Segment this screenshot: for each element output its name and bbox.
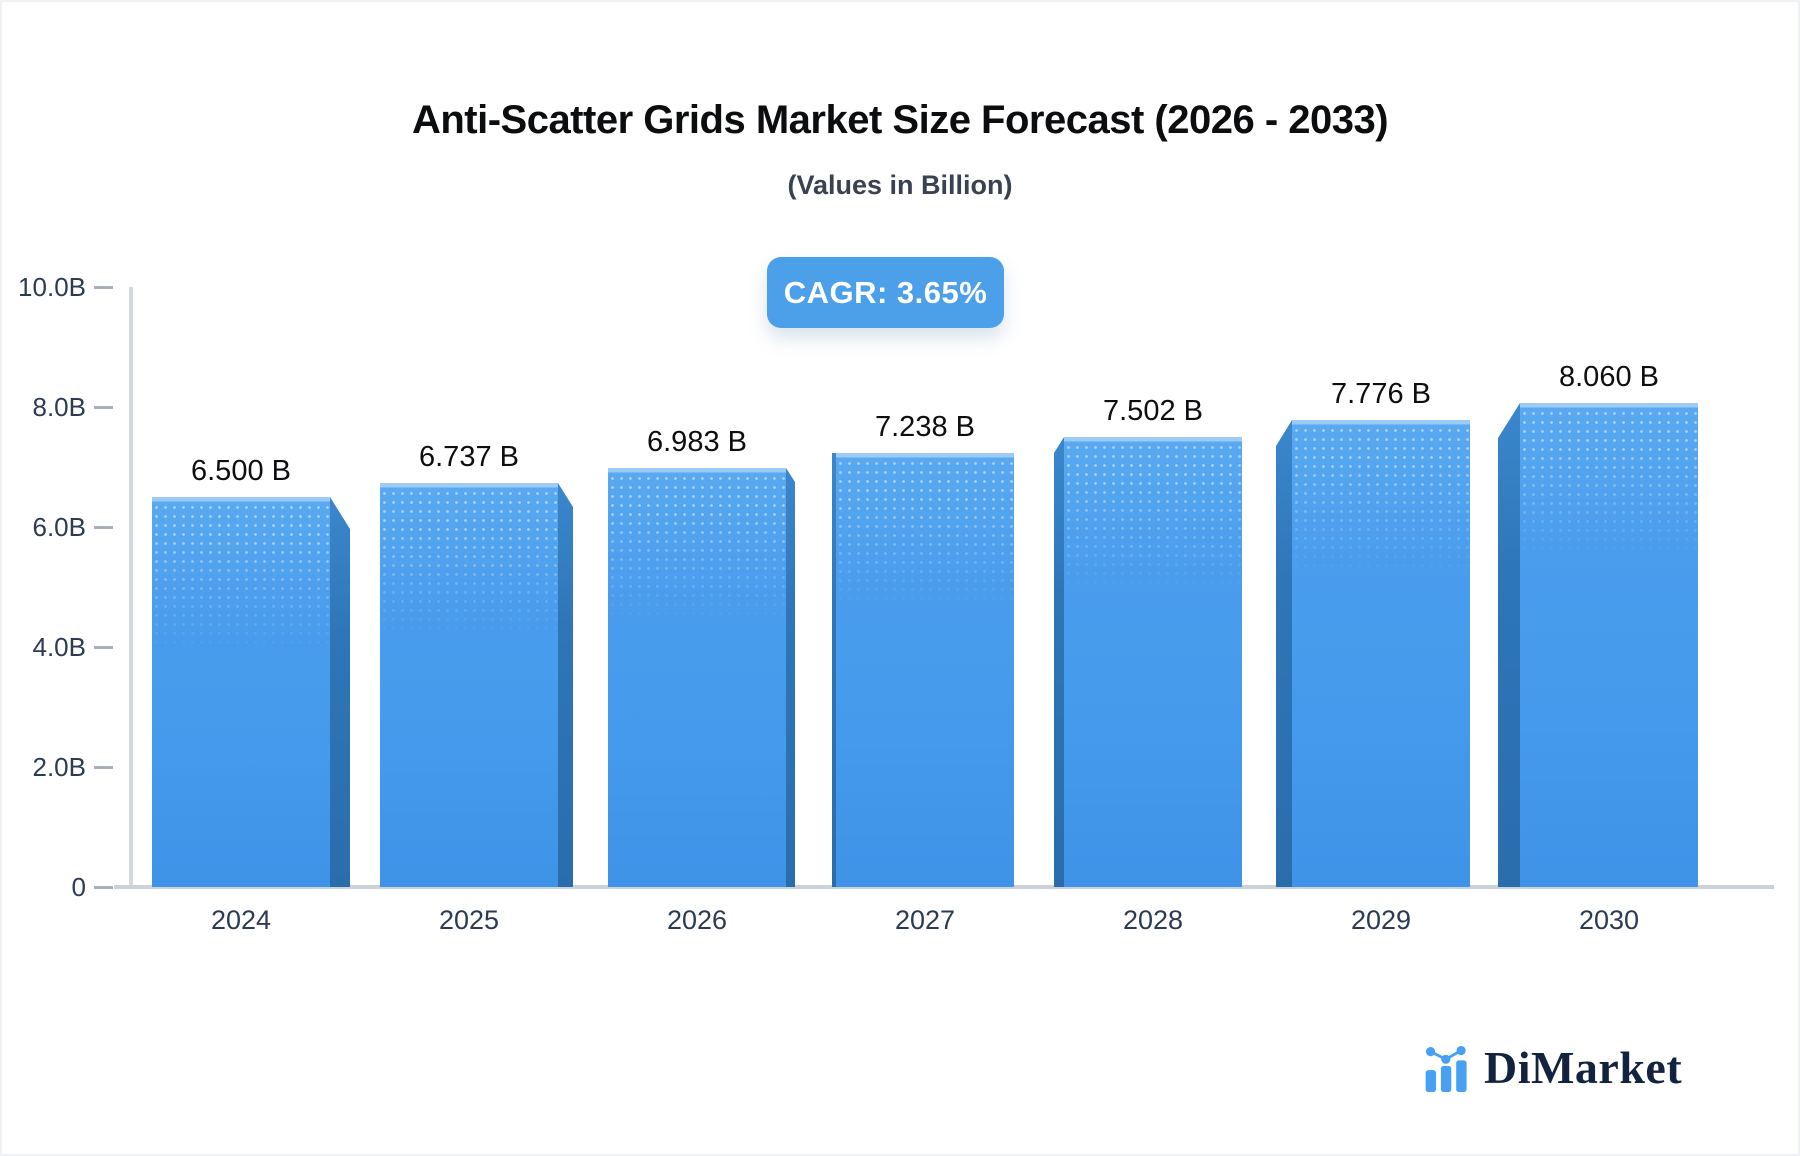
cagr-badge: CAGR: 3.65% <box>767 257 1004 328</box>
bar-group: 6.500 B <box>152 455 350 887</box>
bar-side-3d <box>330 497 350 887</box>
bar-side-3d <box>558 483 573 887</box>
bar-face <box>1064 437 1242 887</box>
y-axis-tick-mark <box>94 766 113 769</box>
bar-value-label: 7.502 B <box>1103 395 1203 427</box>
bar-group: 7.238 B <box>832 411 1014 887</box>
y-axis-line <box>129 287 133 887</box>
bar-face <box>1520 403 1698 887</box>
y-axis-tick-mark <box>94 406 113 409</box>
x-axis-line <box>114 885 1774 889</box>
x-axis-label: 2030 <box>1578 905 1640 935</box>
bar-value-label: 6.737 B <box>419 441 519 473</box>
y-axis-tick-label: 2.0B <box>32 752 87 782</box>
x-axis-label: 2028 <box>1122 905 1184 935</box>
bar-value-label: 6.500 B <box>191 455 291 487</box>
y-axis-tick-label: 4.0B <box>32 632 87 662</box>
bar-side-3d <box>786 468 795 887</box>
bar-group: 6.737 B <box>380 441 573 887</box>
bar-side-3d <box>1054 437 1064 887</box>
bar-side-3d <box>1498 403 1520 887</box>
brand-logo-text: DiMarket <box>1484 1042 1683 1093</box>
y-axis-tick-label: 8.0B <box>32 392 87 422</box>
bar-side-3d <box>1276 420 1292 887</box>
bar-face <box>1292 420 1470 887</box>
y-axis-tick-mark <box>94 886 113 889</box>
x-axis-label: 2026 <box>666 905 728 935</box>
bar-value-label: 7.776 B <box>1331 378 1431 410</box>
y-axis-tick-mark <box>94 646 113 649</box>
bar-face <box>836 453 1014 887</box>
bar-side-3d <box>832 453 836 887</box>
brand-logo: DiMarket <box>1424 1040 1682 1096</box>
bar-face <box>380 483 558 887</box>
bar-face <box>152 497 330 887</box>
y-axis-tick-mark <box>94 286 113 289</box>
y-axis-tick-mark <box>94 526 113 529</box>
bar-value-label: 8.060 B <box>1559 361 1659 393</box>
bar-value-label: 6.983 B <box>647 426 747 458</box>
bar-group: 7.776 B <box>1276 378 1470 887</box>
x-axis-label: 2024 <box>210 905 272 935</box>
y-axis-tick-label: 10.0B <box>18 272 86 302</box>
y-axis-tick-label: 0 <box>71 872 86 902</box>
chart-title: Anti-Scatter Grids Market Size Forecast … <box>411 98 1389 142</box>
x-axis-label: 2029 <box>1350 905 1412 935</box>
x-axis-label: 2027 <box>894 905 956 935</box>
bar-group: 8.060 B <box>1498 361 1698 887</box>
bar-group: 6.983 B <box>608 426 795 887</box>
brand-logo-icon <box>1425 1045 1467 1092</box>
bar-face <box>608 468 786 887</box>
cagr-badge-label: CAGR: 3.65% <box>783 274 988 310</box>
y-axis-tick-label: 6.0B <box>32 512 87 542</box>
chart-subtitle: (Values in Billion) <box>787 170 1013 200</box>
bar-value-label: 7.238 B <box>875 411 975 443</box>
x-axis-label: 2025 <box>438 905 500 935</box>
bar-group: 7.502 B <box>1054 395 1242 887</box>
